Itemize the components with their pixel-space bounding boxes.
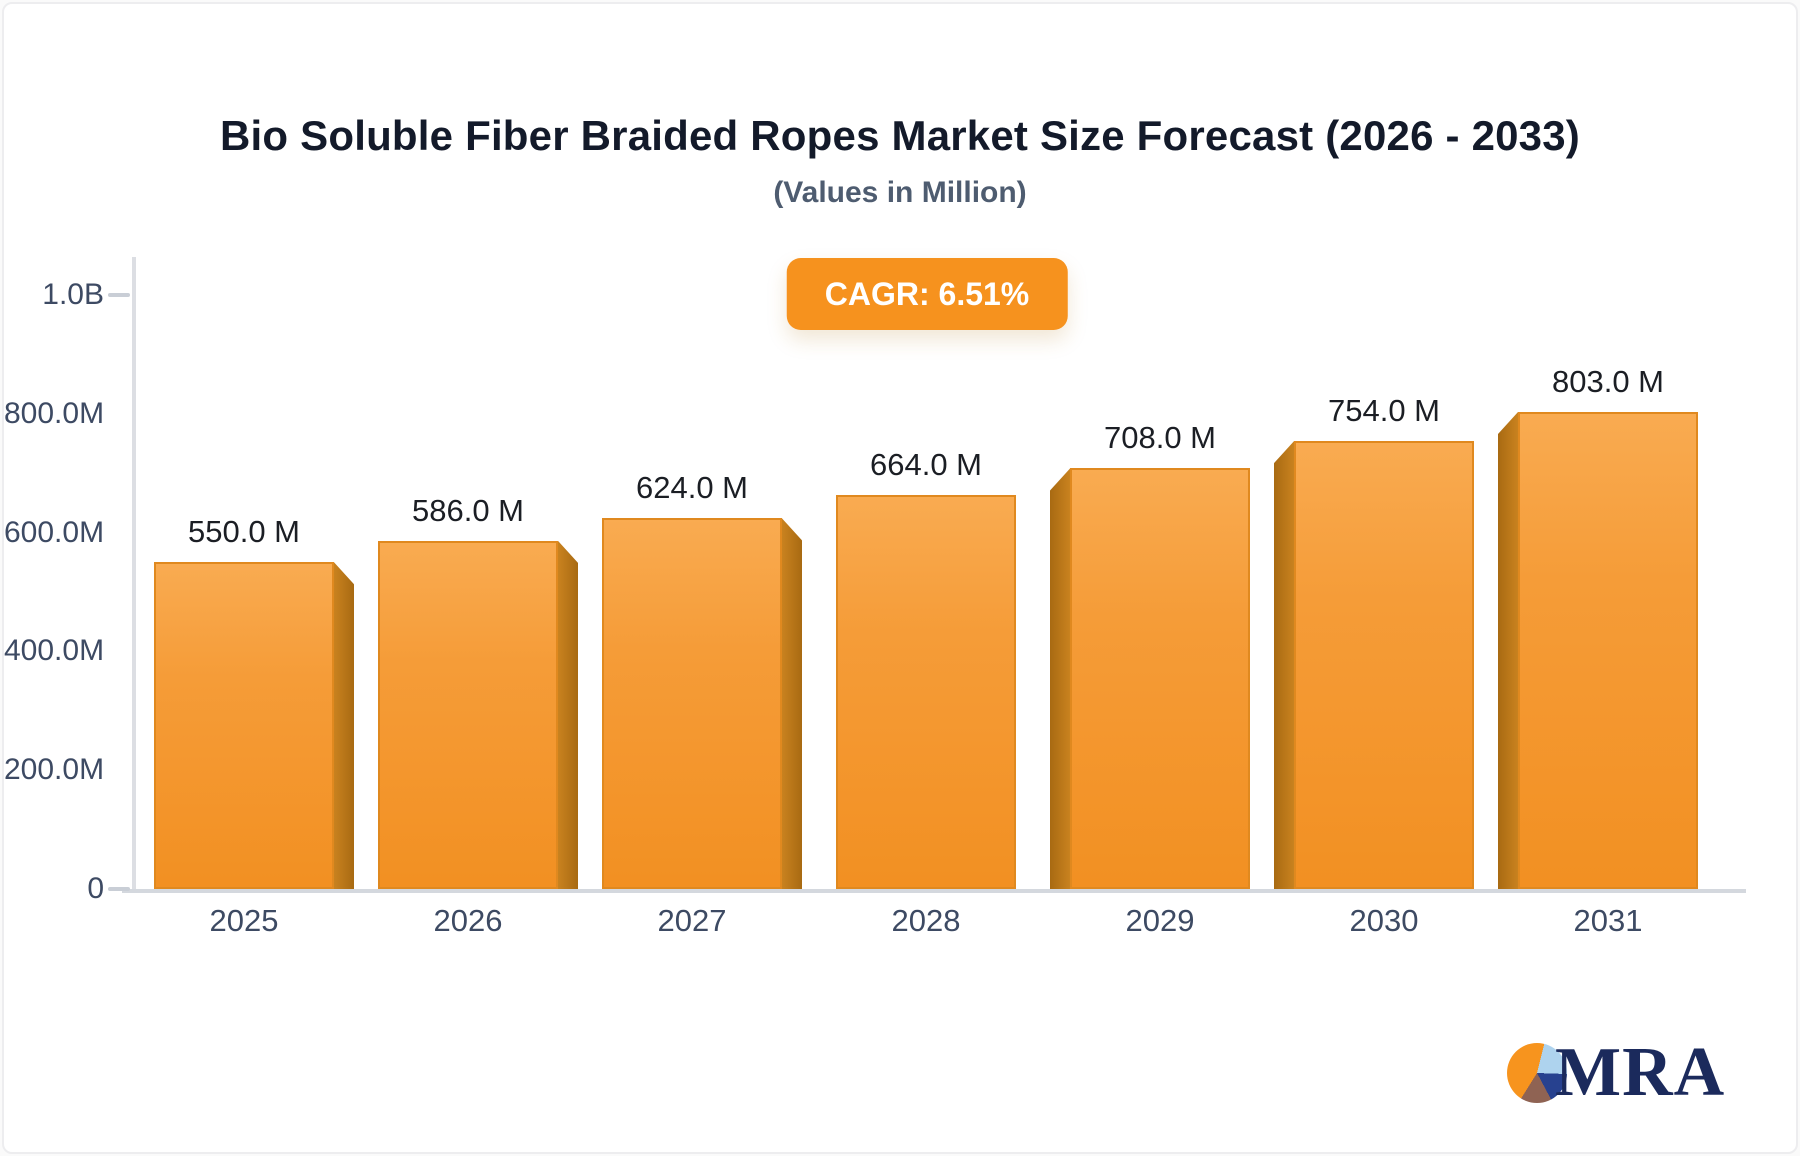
bar[interactable] — [836, 494, 1016, 889]
x-axis-baseline — [122, 889, 1746, 893]
bar[interactable] — [602, 518, 782, 889]
bar[interactable] — [1070, 468, 1250, 889]
bar-3d-side — [1050, 468, 1070, 889]
chart-subtitle: (Values in Million) — [773, 176, 1027, 209]
bar-value-label: 624.0 M — [635, 470, 748, 506]
x-axis-label: 2026 — [433, 903, 503, 938]
bar-value-label: 550.0 M — [187, 514, 300, 550]
bar-3d-side — [1274, 441, 1294, 889]
bar[interactable] — [154, 562, 334, 889]
y-axis-line — [132, 257, 136, 893]
y-axis-tick — [108, 293, 130, 297]
bar[interactable] — [1294, 441, 1474, 889]
x-axis-label: 2027 — [657, 903, 727, 938]
bar-3d-side — [1498, 412, 1518, 889]
bar-value-label: 754.0 M — [1327, 393, 1440, 429]
y-axis-tick — [108, 887, 130, 891]
y-axis-label: 1.0B — [42, 278, 104, 311]
y-axis-label: 600.0M — [4, 515, 105, 549]
x-axis-label: 2030 — [1349, 903, 1419, 938]
x-axis-label: 2028 — [891, 903, 961, 938]
bar-value-label: 664.0 M — [869, 446, 982, 482]
y-axis-label: 0 — [87, 872, 104, 905]
chart-title: Bio Soluble Fiber Braided Ropes Market S… — [220, 112, 1580, 159]
y-axis-label: 200.0M — [4, 753, 105, 787]
bar-value-label: 803.0 M — [1551, 364, 1664, 400]
bar-value-label: 708.0 M — [1103, 420, 1216, 456]
bar-3d-side — [558, 540, 578, 889]
bar-value-label: 586.0 M — [411, 492, 524, 528]
brand-name: MRA — [1555, 1034, 1726, 1111]
bar[interactable] — [1518, 412, 1698, 889]
y-axis-label: 400.0M — [4, 634, 105, 668]
x-axis-label: 2029 — [1125, 903, 1195, 938]
x-axis-label: 2031 — [1573, 903, 1643, 938]
brand-logo: MRA — [1507, 1034, 1726, 1111]
brand-pie-icon — [1507, 1043, 1567, 1103]
bar[interactable] — [378, 540, 558, 889]
x-axis-label: 2025 — [209, 903, 279, 938]
cagr-badge: CAGR: 6.51% — [786, 258, 1068, 330]
bar-3d-side — [782, 518, 802, 889]
bar-3d-side — [334, 562, 354, 889]
y-axis-label: 800.0M — [4, 396, 105, 430]
